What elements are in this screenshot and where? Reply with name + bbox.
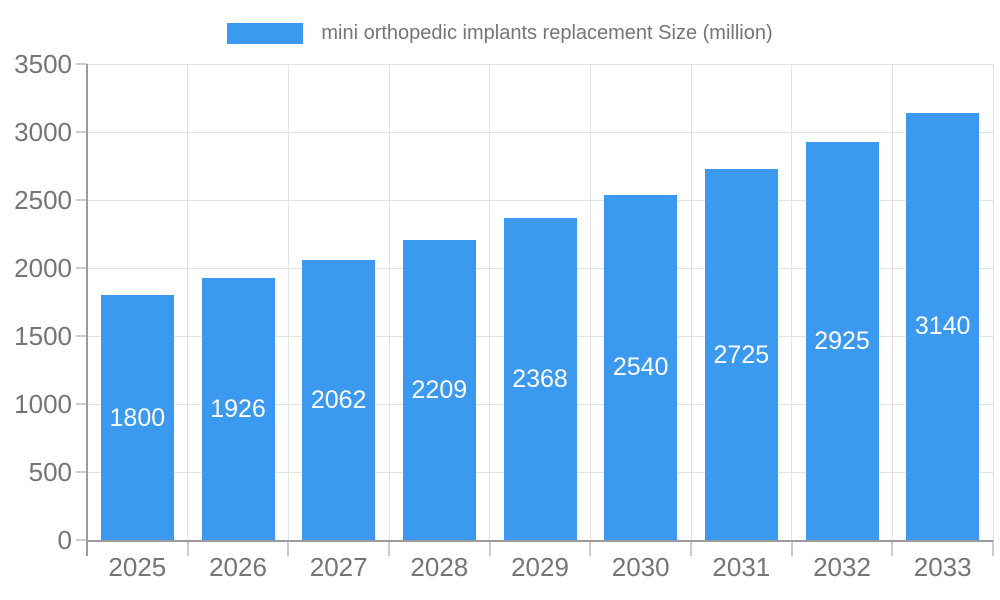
bar-value-label: 2540 bbox=[612, 353, 669, 382]
x-gridline bbox=[388, 64, 390, 540]
x-axis-tick-label: 2033 bbox=[913, 552, 972, 582]
y-axis-tick bbox=[76, 63, 87, 65]
x-axis-tick-label: 2031 bbox=[712, 552, 771, 582]
y-axis-tick bbox=[76, 199, 87, 201]
x-axis-tick bbox=[690, 540, 692, 556]
bar[interactable] bbox=[503, 217, 577, 540]
y-gridline bbox=[87, 199, 993, 201]
bar-value-label: 3140 bbox=[914, 312, 971, 341]
bar[interactable] bbox=[604, 194, 678, 540]
x-axis-tick bbox=[589, 540, 592, 556]
x-axis-tick bbox=[790, 540, 793, 556]
x-gridline bbox=[891, 64, 893, 540]
y-axis-tick bbox=[76, 131, 87, 133]
y-axis-tick-label: 500 bbox=[28, 457, 72, 487]
bar-value-label: 1926 bbox=[210, 395, 266, 424]
bar[interactable] bbox=[402, 239, 476, 540]
x-axis-tick bbox=[388, 540, 390, 556]
bar-value-label: 2368 bbox=[512, 364, 568, 393]
bar-value-label: 2725 bbox=[713, 340, 770, 369]
bar-value-label: 1800 bbox=[109, 403, 166, 432]
x-gridline bbox=[791, 64, 793, 540]
x-gridline bbox=[589, 64, 591, 540]
bar-value-label: 2062 bbox=[310, 385, 367, 414]
x-axis-tick bbox=[891, 540, 894, 556]
y-axis-tick-label: 3000 bbox=[14, 117, 72, 147]
bar[interactable] bbox=[704, 169, 778, 540]
x-axis-tick bbox=[488, 540, 491, 556]
x-axis-tick bbox=[287, 540, 290, 556]
x-axis-tick bbox=[992, 540, 994, 556]
x-gridline bbox=[287, 64, 289, 540]
x-gridline bbox=[489, 64, 491, 540]
x-gridline bbox=[690, 64, 692, 540]
x-axis-tick bbox=[186, 540, 189, 556]
y-gridline bbox=[87, 131, 993, 133]
bar[interactable] bbox=[201, 278, 275, 540]
y-gridline bbox=[87, 63, 993, 65]
y-axis-line bbox=[86, 64, 88, 556]
x-axis-tick-label: 2030 bbox=[611, 552, 670, 582]
bar-value-label: 2209 bbox=[411, 375, 468, 404]
x-axis-tick-label: 2025 bbox=[108, 552, 167, 582]
legend-label: mini orthopedic implants replacement Siz… bbox=[321, 21, 773, 44]
y-axis-tick bbox=[76, 267, 87, 269]
x-axis-line bbox=[87, 540, 993, 542]
y-axis-tick-label: 1000 bbox=[14, 389, 72, 419]
y-axis-tick-label: 1500 bbox=[14, 321, 72, 351]
x-gridline bbox=[992, 64, 994, 540]
x-axis-tick-label: 2029 bbox=[511, 552, 569, 582]
chart-legend[interactable]: mini orthopedic implants replacement Siz… bbox=[0, 16, 1000, 50]
legend-swatch-icon bbox=[227, 22, 304, 44]
y-axis-tick-label: 0 bbox=[57, 525, 72, 555]
bar[interactable] bbox=[906, 112, 980, 540]
bar[interactable] bbox=[100, 295, 174, 540]
x-axis-tick-label: 2026 bbox=[209, 552, 267, 582]
y-axis-tick-label: 2000 bbox=[14, 253, 72, 283]
x-gridline bbox=[187, 64, 189, 540]
x-axis-tick-label: 2027 bbox=[309, 552, 368, 582]
y-axis-tick-label: 3500 bbox=[14, 49, 72, 79]
y-axis-tick bbox=[76, 471, 87, 473]
x-axis-tick-label: 2028 bbox=[410, 552, 469, 582]
bar[interactable] bbox=[805, 142, 879, 540]
y-axis-tick bbox=[76, 335, 87, 337]
bar-value-label: 2925 bbox=[814, 327, 870, 356]
bar[interactable] bbox=[302, 259, 376, 540]
y-axis-tick bbox=[76, 403, 87, 405]
y-axis-tick-label: 2500 bbox=[14, 185, 72, 215]
y-axis-tick bbox=[76, 539, 87, 541]
x-axis-tick-label: 2032 bbox=[813, 552, 871, 582]
